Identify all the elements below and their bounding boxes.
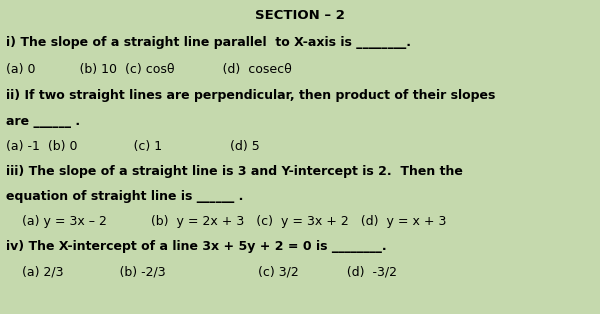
Text: ii) If two straight lines are perpendicular, then product of their slopes: ii) If two straight lines are perpendicu… [6,89,496,102]
Text: (c) 3/2            (d)  -3/2: (c) 3/2 (d) -3/2 [6,265,397,278]
Text: iv) The X-intercept of a line 3x + 5y + 2 = 0 is ________.: iv) The X-intercept of a line 3x + 5y + … [6,240,386,253]
Text: (a) -1  (b) 0              (c) 1: (a) -1 (b) 0 (c) 1 [6,140,162,153]
Text: i) The slope of a straight line parallel  to X-axis is ________.: i) The slope of a straight line parallel… [6,36,411,49]
Text: SECTION – 2: SECTION – 2 [255,9,345,22]
Text: (d) 5: (d) 5 [6,140,260,153]
Text: (a) 0           (b) 10  (c) cosθ            (d)  cosecθ: (a) 0 (b) 10 (c) cosθ (d) cosecθ [6,63,292,76]
Text: (a) y = 3x – 2           (b)  y = 2x + 3   (c)  y = 3x + 2   (d)  y = x + 3: (a) y = 3x – 2 (b) y = 2x + 3 (c) y = 3x… [6,215,446,228]
Text: are ______ .: are ______ . [6,115,80,127]
Text: (a) 2/3              (b) -2/3: (a) 2/3 (b) -2/3 [6,265,166,278]
Text: iii) The slope of a straight line is 3 and Y-intercept is 2.  Then the: iii) The slope of a straight line is 3 a… [6,165,463,178]
Text: equation of straight line is ______ .: equation of straight line is ______ . [6,190,244,203]
